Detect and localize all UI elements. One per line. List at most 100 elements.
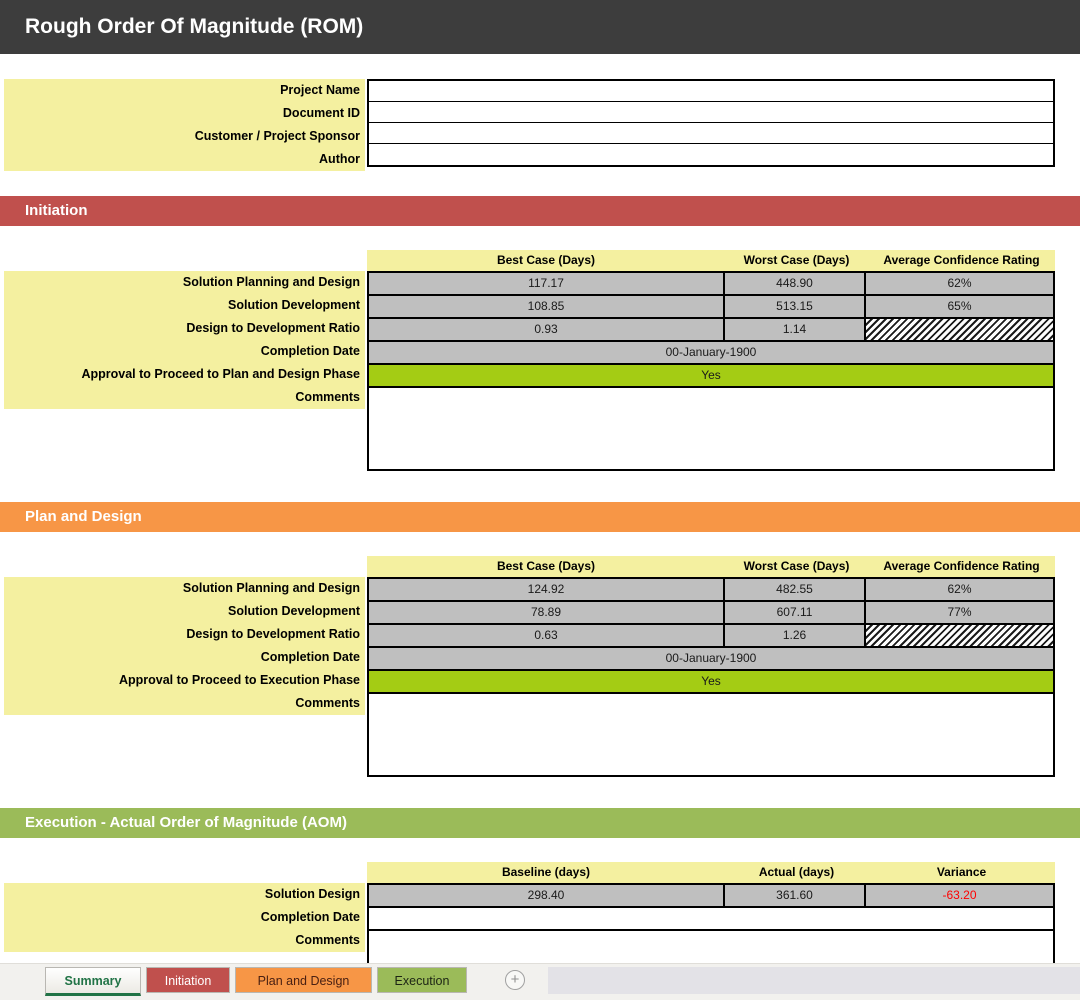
best-case-cell[interactable]: 117.17 <box>369 273 725 294</box>
tab-initiation[interactable]: Initiation <box>146 967 230 993</box>
row-label: Solution Planning and Design <box>182 581 360 595</box>
comments-label: Comments <box>295 390 360 404</box>
best-case-cell[interactable]: 124.92 <box>369 579 725 600</box>
best-case-cell[interactable]: 108.85 <box>369 296 725 317</box>
table-row <box>369 388 1053 469</box>
execution-heading: Execution - Actual Order of Magnitude (A… <box>25 814 347 831</box>
execution-row-labels: Solution Design Completion Date Comments <box>4 883 365 952</box>
table-row: 0.93 1.14 <box>369 319 1053 342</box>
completion-date-cell[interactable]: 00-January-1900 <box>369 648 1053 669</box>
confidence-cell[interactable]: 62% <box>866 579 1053 600</box>
best-case-header: Best Case (Days) <box>496 559 596 573</box>
completion-date-cell[interactable]: 00-January-1900 <box>369 342 1053 363</box>
initiation-column-headers: Best Case (Days) Worst Case (Days) Avera… <box>367 250 1055 271</box>
table-row <box>369 908 1053 931</box>
table-row: Yes <box>369 365 1053 388</box>
project-info-labels: Project Name Document ID Customer / Proj… <box>4 79 365 171</box>
confidence-cell[interactable]: 65% <box>866 296 1053 317</box>
project-info-inputs <box>367 79 1055 167</box>
sheet-tab-bar: Summary Initiation Plan and Design Execu… <box>0 963 1080 1000</box>
worst-case-cell[interactable]: 448.90 <box>725 273 866 294</box>
plan-design-row-labels: Solution Planning and Design Solution De… <box>4 577 365 715</box>
completion-date-cell[interactable] <box>369 908 1053 929</box>
execution-column-headers: Baseline (days) Actual (days) Variance <box>367 862 1055 883</box>
project-name-label: Project Name <box>280 83 360 97</box>
row-label: Solution Development <box>228 298 360 312</box>
confidence-cell[interactable]: 62% <box>866 273 1053 294</box>
approval-label: Approval to Proceed to Plan and Design P… <box>81 367 360 381</box>
table-row: 00-January-1900 <box>369 648 1053 671</box>
tab-execution[interactable]: Execution <box>377 967 467 993</box>
confidence-hatched-cell <box>866 625 1053 646</box>
title-bar: Rough Order Of Magnitude (ROM) <box>0 0 1080 54</box>
plan-design-heading: Plan and Design <box>25 508 142 525</box>
best-case-cell[interactable]: 78.89 <box>369 602 725 623</box>
table-row: 124.92 482.55 62% <box>369 579 1053 602</box>
approval-label: Approval to Proceed to Execution Phase <box>118 673 360 687</box>
table-row: 298.40 361.60 -63.20 <box>369 885 1053 908</box>
comments-label: Comments <box>295 933 360 947</box>
confidence-hatched-cell <box>866 319 1053 340</box>
completion-date-label: Completion Date <box>260 344 360 358</box>
plan-design-section-bar: Plan and Design <box>0 502 1080 532</box>
initiation-section-bar: Initiation <box>0 196 1080 226</box>
best-case-cell[interactable]: 0.63 <box>369 625 725 646</box>
plan-design-table: 124.92 482.55 62% 78.89 607.11 77% 0.63 … <box>367 577 1055 777</box>
comments-box[interactable] <box>369 388 1053 469</box>
initiation-heading: Initiation <box>25 202 88 219</box>
completion-date-label: Completion Date <box>260 650 360 664</box>
plus-circle-icon[interactable] <box>505 970 525 990</box>
document-id-input[interactable] <box>369 102 1053 123</box>
worst-case-header: Worst Case (Days) <box>743 559 850 573</box>
approval-cell[interactable]: Yes <box>369 671 1053 692</box>
worst-case-cell[interactable]: 513.15 <box>725 296 866 317</box>
execution-section-bar: Execution - Actual Order of Magnitude (A… <box>0 808 1080 838</box>
table-row <box>369 694 1053 775</box>
initiation-table: 117.17 448.90 62% 108.85 513.15 65% 0.93… <box>367 271 1055 471</box>
baseline-cell[interactable]: 298.40 <box>369 885 725 906</box>
comments-box[interactable] <box>369 694 1053 775</box>
row-label: Solution Design <box>264 887 360 901</box>
approval-cell[interactable]: Yes <box>369 365 1053 386</box>
horizontal-scrollbar[interactable] <box>548 967 1080 994</box>
baseline-header: Baseline (days) <box>501 865 591 879</box>
worst-case-header: Worst Case (Days) <box>743 253 850 267</box>
table-row: 108.85 513.15 65% <box>369 296 1053 319</box>
worst-case-cell[interactable]: 482.55 <box>725 579 866 600</box>
completion-date-label: Completion Date <box>260 910 360 924</box>
table-row: 78.89 607.11 77% <box>369 602 1053 625</box>
comments-label: Comments <box>295 696 360 710</box>
page-title: Rough Order Of Magnitude (ROM) <box>25 15 364 38</box>
table-row: Yes <box>369 671 1053 694</box>
table-row: 00-January-1900 <box>369 342 1053 365</box>
row-label: Design to Development Ratio <box>186 321 360 335</box>
worst-case-cell[interactable]: 607.11 <box>725 602 866 623</box>
actual-header: Actual (days) <box>758 865 835 879</box>
best-case-cell[interactable]: 0.93 <box>369 319 725 340</box>
row-label: Design to Development Ratio <box>186 627 360 641</box>
customer-sponsor-label: Customer / Project Sponsor <box>194 129 360 143</box>
confidence-cell[interactable]: 77% <box>866 602 1053 623</box>
customer-sponsor-input[interactable] <box>369 123 1053 144</box>
plan-design-column-headers: Best Case (Days) Worst Case (Days) Avera… <box>367 556 1055 577</box>
variance-cell[interactable]: -63.20 <box>866 885 1053 906</box>
row-label: Solution Planning and Design <box>182 275 360 289</box>
table-row: 117.17 448.90 62% <box>369 273 1053 296</box>
initiation-row-labels: Solution Planning and Design Solution De… <box>4 271 365 409</box>
document-id-label: Document ID <box>282 106 360 120</box>
worst-case-cell[interactable]: 1.26 <box>725 625 866 646</box>
author-label: Author <box>319 152 360 166</box>
author-input[interactable] <box>369 144 1053 165</box>
actual-cell[interactable]: 361.60 <box>725 885 866 906</box>
variance-header: Variance <box>936 865 987 879</box>
table-row: 0.63 1.26 <box>369 625 1053 648</box>
confidence-header: Average Confidence Rating <box>883 559 1040 573</box>
tab-summary[interactable]: Summary <box>45 967 141 996</box>
worst-case-cell[interactable]: 1.14 <box>725 319 866 340</box>
row-label: Solution Development <box>228 604 360 618</box>
project-name-input[interactable] <box>369 81 1053 102</box>
confidence-header: Average Confidence Rating <box>883 253 1040 267</box>
tab-plan-and-design[interactable]: Plan and Design <box>235 967 372 993</box>
best-case-header: Best Case (Days) <box>496 253 596 267</box>
